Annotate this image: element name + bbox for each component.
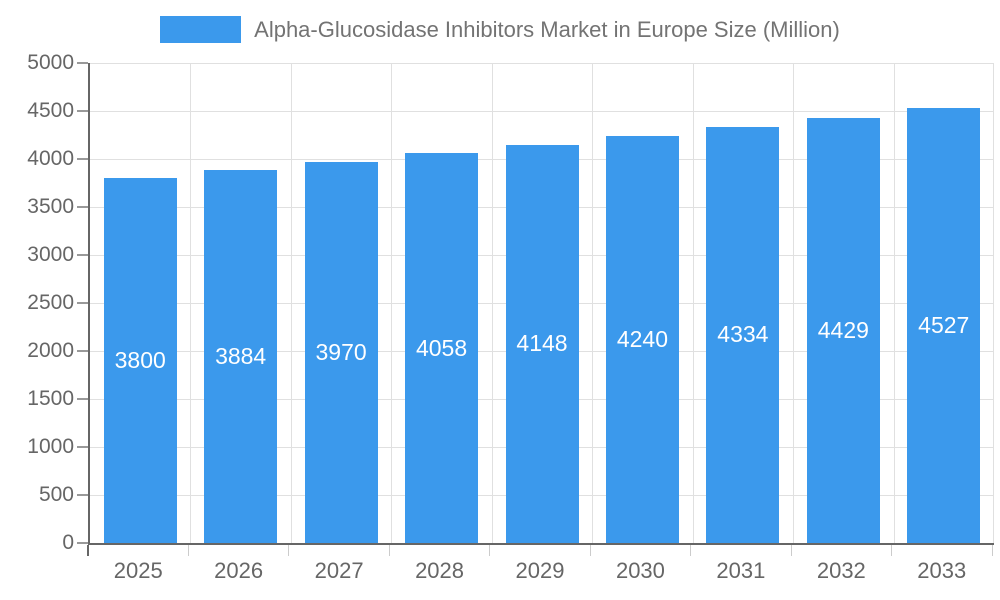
y-tick: [77, 350, 88, 352]
x-tick-label: 2033: [917, 558, 967, 583]
x-tick-label: 2026: [214, 558, 264, 583]
v-gridline: [491, 63, 493, 543]
v-gridline: [893, 63, 895, 543]
x-tick-label: 2031: [716, 558, 766, 583]
legend-swatch-icon: [160, 16, 242, 43]
bar-2025[interactable]: 3800: [103, 178, 177, 543]
x-tick: [790, 545, 792, 556]
bar-2029[interactable]: 4148: [505, 144, 579, 543]
y-tick: [77, 542, 88, 544]
v-gridline: [290, 63, 292, 543]
bar-value-label: 3884: [215, 343, 267, 370]
bar-2026[interactable]: 3884: [204, 170, 278, 543]
h-gridline: [90, 62, 994, 64]
y-tick-label: 1000: [27, 435, 74, 458]
bar-2028[interactable]: 4058: [405, 153, 479, 543]
bar-value-label: 4527: [918, 312, 970, 339]
v-gridline: [692, 63, 694, 543]
x-tick: [388, 545, 390, 556]
y-tick-label: 4000: [27, 147, 74, 170]
legend[interactable]: Alpha-Glucosidase Inhibitors Market in E…: [0, 16, 1000, 43]
bar-2032[interactable]: 4429: [806, 117, 880, 543]
y-tick: [77, 302, 88, 304]
y-tick: [77, 254, 88, 256]
v-gridline: [391, 63, 393, 543]
x-tick-label: 2025: [113, 558, 163, 583]
x-tick: [187, 545, 189, 556]
x-tick-label: 2029: [515, 558, 565, 583]
bar-value-label: 4429: [817, 316, 869, 343]
y-tick: [77, 62, 88, 64]
x-tick-label: 2028: [415, 558, 465, 583]
y-tick-label: 5000: [27, 51, 74, 74]
bar-2030[interactable]: 4240: [605, 135, 679, 543]
x-tick: [589, 545, 591, 556]
x-tick-label: 2032: [816, 558, 866, 583]
v-gridline: [993, 63, 994, 543]
y-tick: [77, 446, 88, 448]
bar-value-label: 4148: [516, 330, 568, 357]
x-tick: [991, 545, 993, 556]
x-tick: [891, 545, 893, 556]
v-gridline: [592, 63, 594, 543]
h-gridline: [90, 110, 994, 112]
y-tick: [77, 110, 88, 112]
y-tick: [77, 494, 88, 496]
x-tick: [690, 545, 692, 556]
plot-area: 3800 3884 3970 4058 4148 4240 4334 4429 4527: [88, 62, 994, 545]
y-tick: [77, 206, 88, 208]
bar-2027[interactable]: 3970: [304, 161, 378, 543]
y-tick: [77, 158, 88, 160]
bar-value-label: 3970: [315, 338, 367, 365]
y-tick-label: 500: [38, 483, 74, 506]
y-tick-label: 3500: [27, 195, 74, 218]
bar-2033[interactable]: 4527: [907, 108, 981, 543]
y-tick-label: 1500: [27, 387, 74, 410]
bar-value-label: 4058: [415, 334, 468, 361]
y-tick-label: 2500: [27, 291, 74, 314]
bar-value-label: 4240: [616, 325, 669, 352]
y-tick-label: 3000: [27, 243, 74, 266]
bar-value-label: 3800: [114, 347, 166, 374]
y-tick-label: 2000: [27, 339, 74, 362]
x-tick: [87, 545, 89, 556]
bar-2031[interactable]: 4334: [706, 126, 780, 543]
y-tick: [77, 398, 88, 400]
y-tick-label: 4500: [27, 99, 74, 122]
legend-label: Alpha-Glucosidase Inhibitors Market in E…: [254, 16, 840, 42]
bar-value-label: 4334: [717, 321, 769, 348]
x-tick: [489, 545, 491, 556]
x-tick: [288, 545, 290, 556]
y-tick-label: 0: [62, 531, 74, 554]
v-gridline: [190, 63, 192, 543]
x-tick-label: 2027: [314, 558, 364, 583]
v-gridline: [793, 63, 795, 543]
x-tick-label: 2030: [615, 558, 665, 583]
